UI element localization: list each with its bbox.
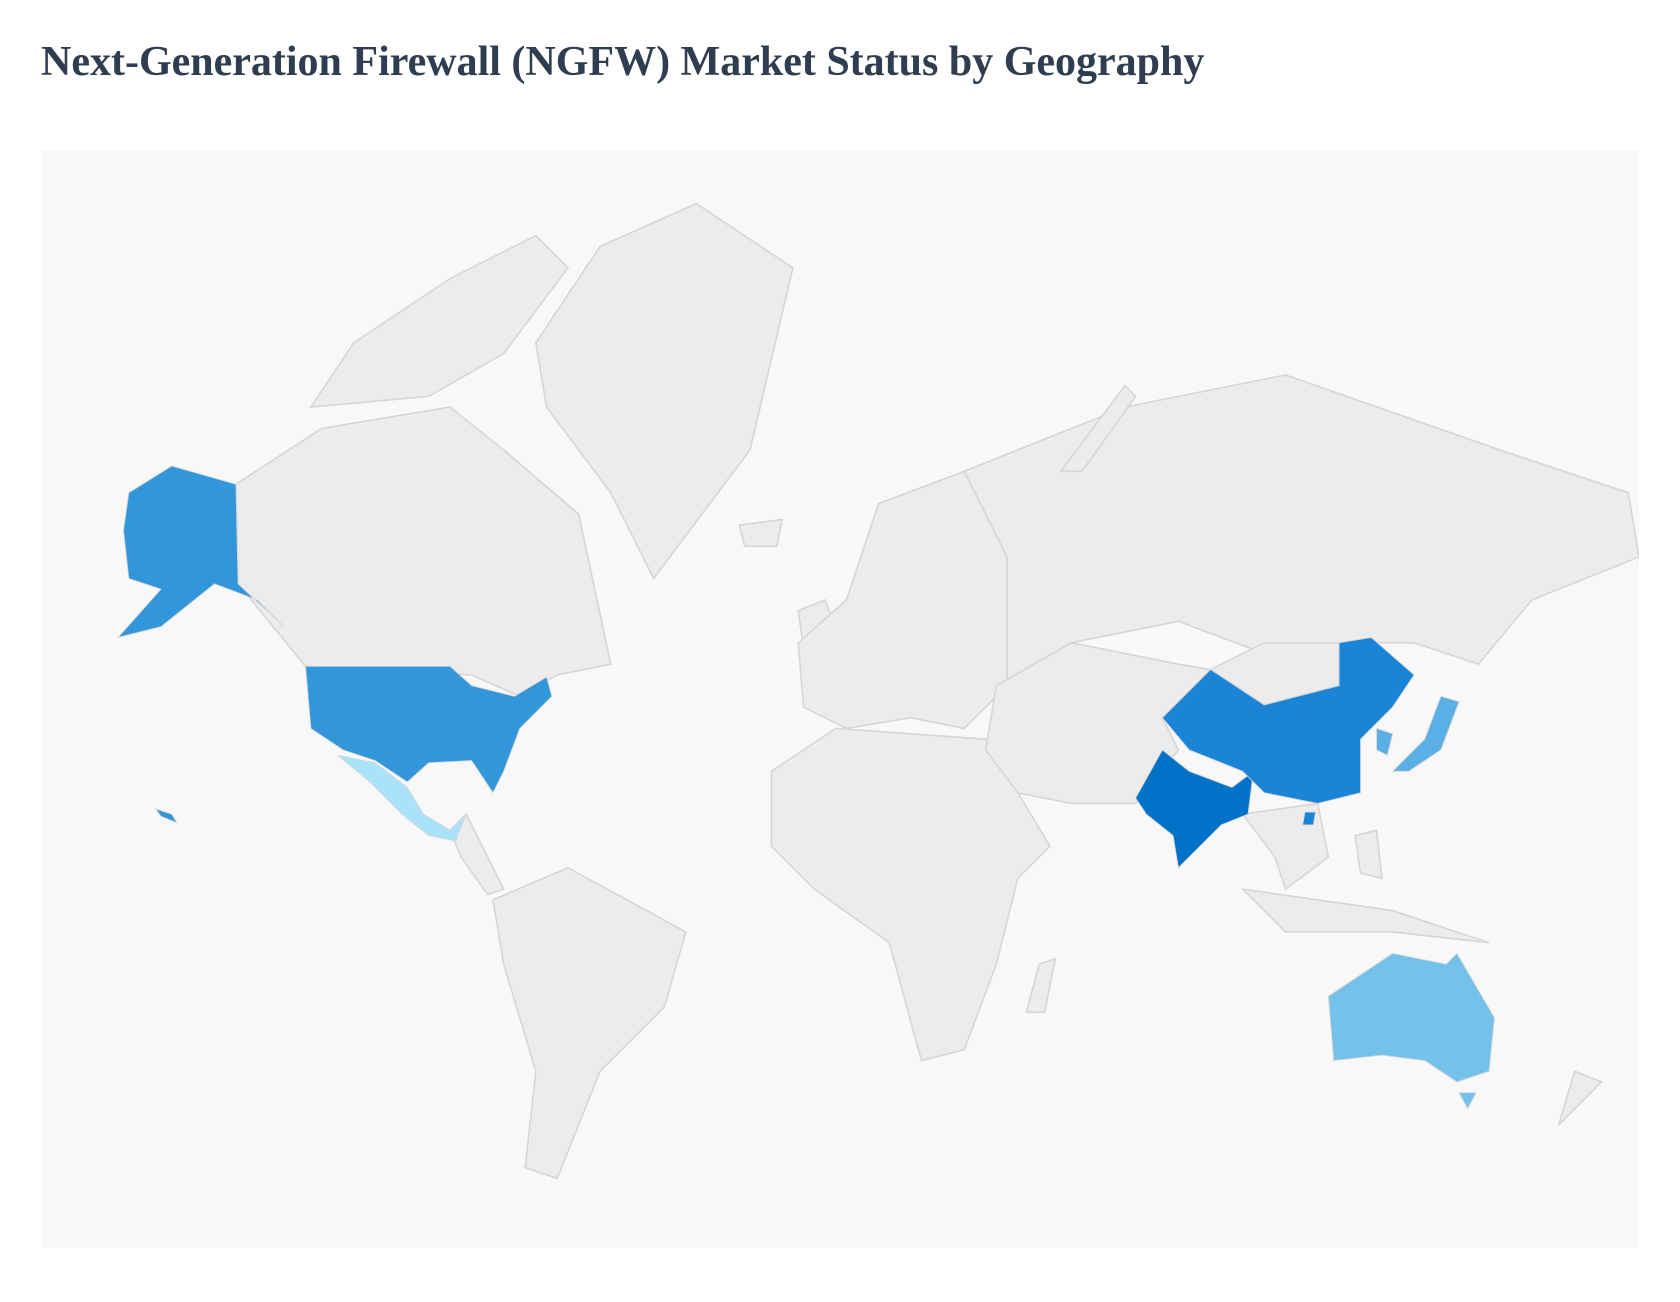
- region-canada[interactable]: [235, 406, 612, 698]
- region-australia[interactable]: [1327, 952, 1495, 1083]
- region-iceland[interactable]: [738, 518, 784, 548]
- region-novaya-zemlya[interactable]: [1059, 384, 1137, 473]
- region-philippines[interactable]: [1354, 829, 1383, 880]
- region-india[interactable]: [1135, 749, 1254, 869]
- region-europe[interactable]: [797, 470, 1008, 730]
- region-mexico[interactable]: [337, 754, 467, 842]
- map-svg: [116, 202, 1639, 1180]
- region-arctic-islands[interactable]: [309, 234, 570, 409]
- region-greenland[interactable]: [534, 202, 794, 581]
- world-map[interactable]: [41, 150, 1639, 1248]
- region-africa[interactable]: [770, 727, 1051, 1062]
- region-china[interactable]: [1302, 811, 1317, 826]
- region-china[interactable]: [1161, 636, 1415, 804]
- region-madagascar[interactable]: [1025, 957, 1057, 1014]
- region-mideast-central-asia[interactable]: [984, 641, 1213, 805]
- region-united-states[interactable]: [305, 665, 553, 794]
- region-australia[interactable]: [1458, 1092, 1477, 1110]
- region-russia[interactable]: [963, 374, 1639, 688]
- region-new-zealand[interactable]: [1557, 1070, 1603, 1126]
- region-united-states[interactable]: [154, 807, 179, 824]
- region-se-asia[interactable]: [1241, 802, 1330, 891]
- region-japan[interactable]: [1391, 695, 1460, 772]
- region-south-america[interactable]: [492, 866, 687, 1180]
- region-indonesia[interactable]: [1240, 888, 1490, 944]
- page-title: Next-Generation Firewall (NGFW) Market S…: [41, 39, 1205, 85]
- region-south-korea[interactable]: [1376, 727, 1394, 756]
- region-united-states[interactable]: [116, 465, 285, 639]
